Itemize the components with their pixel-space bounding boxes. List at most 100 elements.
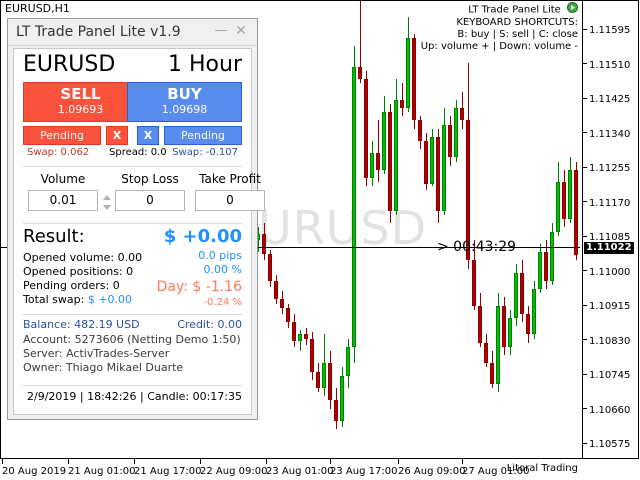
- candle-body: [442, 124, 446, 211]
- close-buy-button[interactable]: X: [137, 126, 159, 145]
- trade-panel-window[interactable]: LT Trade Panel Lite v1.9 — ✕ EURUSD 1 Ho…: [7, 18, 265, 420]
- time-axis-tick: 27 Aug 01:00: [462, 459, 529, 477]
- candle-body: [268, 254, 272, 281]
- result-section: Result: $ +0.00 0.0 pips 0.00 % Day: $ -…: [14, 224, 251, 310]
- sell-button[interactable]: SELL 1.09693: [23, 82, 138, 122]
- takeprofit-input[interactable]: 0: [195, 190, 265, 211]
- volume-input[interactable]: 0.01: [28, 190, 98, 211]
- candle-body: [274, 280, 278, 300]
- divider-3: [23, 314, 242, 315]
- candle-body: [334, 400, 338, 421]
- panel-body: EURUSD 1 Hour SELL 1.09693 X BUY 1.09698…: [13, 48, 265, 415]
- owner-text: Owner: Thiago Mikael Duarte: [23, 361, 184, 374]
- candle-body: [388, 112, 392, 211]
- symbol-row: EURUSD 1 Hour: [14, 49, 251, 81]
- stoploss-input[interactable]: 0: [115, 190, 185, 211]
- candlestick: [478, 1, 482, 458]
- close-sell-button[interactable]: X: [106, 126, 128, 145]
- candlestick: [418, 1, 422, 458]
- candlestick: [574, 1, 578, 458]
- spread-value: Spread: 0.0: [109, 147, 167, 158]
- shortcuts-line-1: B: buy | S: sell | C: close: [457, 29, 578, 40]
- candlestick: [322, 1, 326, 458]
- candlestick: [358, 1, 362, 458]
- candlestick: [520, 1, 524, 458]
- candle-body: [346, 346, 350, 376]
- stepper-up-icon[interactable]: [103, 195, 111, 200]
- candle-body: [472, 260, 476, 306]
- volume-stepper[interactable]: [103, 194, 112, 214]
- price-axis-tick: 1.10745: [583, 371, 630, 381]
- candle-body: [382, 112, 386, 170]
- candlestick: [466, 1, 470, 458]
- candlestick: [382, 1, 386, 458]
- stepper-down-icon[interactable]: [103, 205, 111, 210]
- candle-body: [412, 38, 416, 121]
- candle-body: [538, 252, 542, 290]
- price-axis[interactable]: 1.11595 1.11510 1.11425 1.11340 1.11255 1.111…: [582, 0, 640, 458]
- candlestick: [334, 1, 338, 458]
- panel-timeframe: 1 Hour: [168, 52, 242, 77]
- candle-body: [526, 313, 530, 335]
- account-text: Account: 5273606 (Netting Demo 1:50): [23, 333, 241, 346]
- candlestick: [532, 1, 536, 458]
- candlestick: [268, 1, 272, 458]
- close-button[interactable]: ✕: [235, 23, 247, 39]
- candlestick: [388, 1, 392, 458]
- panel-title-text: LT Trade Panel Lite v1.9: [16, 24, 181, 40]
- candle-body: [496, 305, 500, 384]
- candle-body: [556, 182, 560, 232]
- stoploss-field-group: Stop Loss 0: [115, 171, 185, 211]
- result-day: Day: $ -1.16: [156, 279, 242, 295]
- panel-name-text: LT Trade Panel Lite: [468, 4, 561, 16]
- buy-button-price: 1.09698: [161, 103, 208, 116]
- candle-countdown: > 00:43:29: [437, 239, 517, 255]
- price-axis-tick: 1.11255: [583, 164, 630, 174]
- time-axis[interactable]: 20 Aug 2019 21 Aug 01:00 21 Aug 17:00 22 Au…: [0, 459, 640, 480]
- panel-titlebar[interactable]: LT Trade Panel Lite v1.9 — ✕: [8, 19, 257, 46]
- candlestick: [502, 1, 506, 458]
- candlestick: [316, 1, 320, 458]
- candlestick: [352, 1, 356, 458]
- opened-volume-text: Opened volume: 0.00: [23, 251, 143, 264]
- candlestick: [340, 1, 344, 458]
- divider-1: [23, 166, 242, 167]
- candle-body: [514, 272, 518, 318]
- buy-button[interactable]: BUY 1.09698: [127, 82, 242, 122]
- candle-body: [352, 66, 356, 347]
- candlestick: [538, 1, 542, 458]
- candle-body: [508, 318, 512, 347]
- price-axis-tick: 1.11510: [583, 60, 630, 71]
- total-swap-row: Total swap: $ +0.00: [23, 293, 132, 307]
- candle-body: [484, 342, 488, 364]
- volume-label: Volume: [40, 172, 86, 186]
- candle-body: [490, 363, 494, 384]
- candle-body: [418, 120, 422, 141]
- price-axis-tick: 1.11340: [583, 129, 630, 140]
- time-axis-tick: 26 Aug 09:00: [398, 459, 465, 477]
- account-section: Balance: 482.19 USD Credit: 0.00 Account…: [14, 315, 251, 381]
- candle-body: [406, 38, 410, 109]
- candlestick: [310, 1, 314, 458]
- result-day-percent: -0.24 %: [203, 297, 242, 308]
- candlestick: [298, 1, 302, 458]
- candlestick: [394, 1, 398, 458]
- current-price-tag: 1.11022: [584, 242, 634, 254]
- time-axis-tick: 21 Aug 17:00: [134, 459, 201, 477]
- candle-body: [358, 66, 362, 80]
- price-axis-tick: 1.10915: [583, 302, 630, 312]
- candlestick-plot[interactable]: [252, 1, 580, 458]
- pending-sell-button[interactable]: Pending: [23, 126, 101, 145]
- play-circle-icon: [567, 2, 578, 17]
- minimize-button[interactable]: —: [214, 23, 228, 38]
- candle-body: [460, 108, 464, 121]
- price-axis-tick: 1.11425: [583, 95, 630, 105]
- pending-buy-button[interactable]: Pending: [164, 126, 242, 145]
- order-inputs-row: Volume 0.01 Stop Loss 0 Take Profit 0: [14, 167, 265, 219]
- footer-text: 2/9/2019 | 18:42:26 | Candle: 00:17:35: [27, 390, 243, 403]
- swap-sell-value: Swap: 0.062: [27, 147, 90, 158]
- candle-wick: [258, 227, 259, 253]
- candle-body: [286, 307, 290, 323]
- pending-orders-text: Pending orders: 0: [23, 279, 120, 292]
- candlestick: [406, 1, 410, 458]
